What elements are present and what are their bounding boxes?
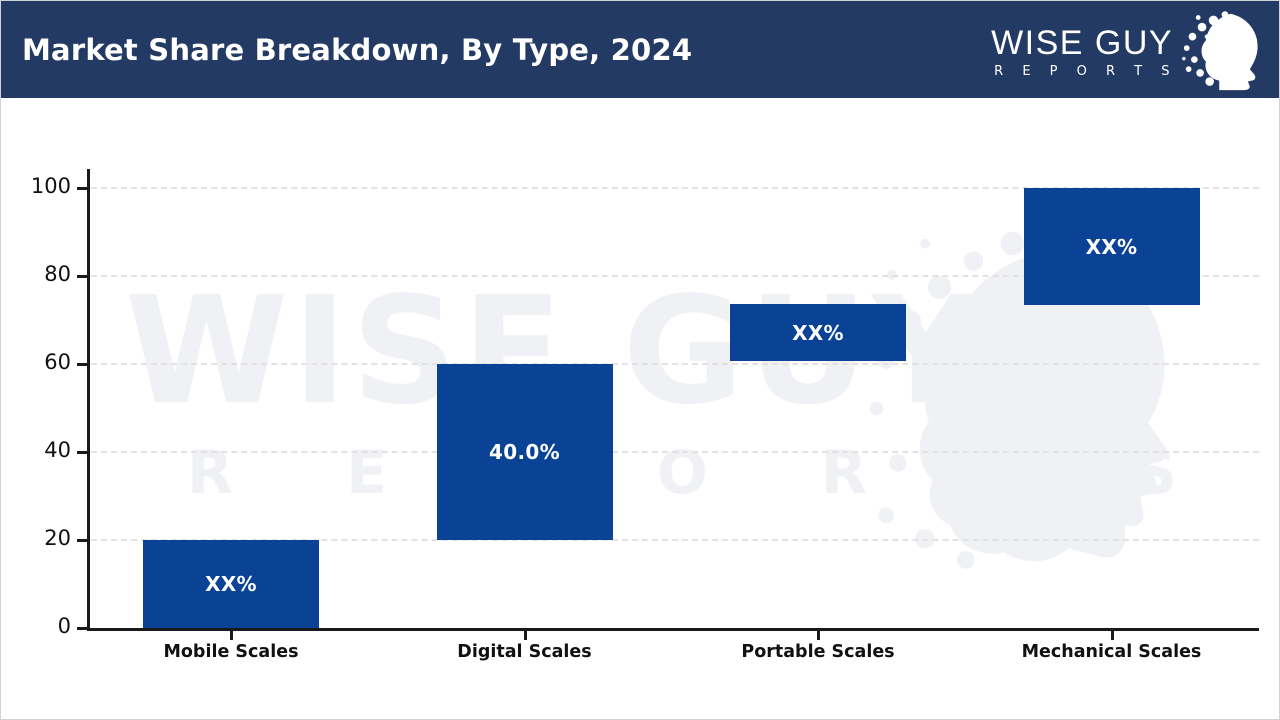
y-axis-tick-0 [77, 627, 88, 630]
category-label: Mechanical Scales [1021, 642, 1202, 662]
gridline-80 [91, 275, 1259, 277]
x-axis-tick-3 [817, 631, 820, 640]
logo-wordmark: WISE GUY [991, 23, 1174, 62]
bar-1: XX% [143, 540, 319, 628]
bar-3: XX% [730, 304, 906, 361]
bar-value-label: XX% [792, 320, 844, 345]
wise-guy-logo: WISE GUY R E P O R T S [987, 9, 1267, 91]
bar-4: XX% [1023, 188, 1200, 306]
y-axis-tick-60 [77, 363, 88, 366]
bar-2: 40.0% [436, 364, 613, 540]
bar-value-label: 40.0% [489, 440, 560, 464]
y-axis-tick-80 [77, 275, 88, 278]
x-axis-tick-2 [523, 631, 527, 640]
y-axis-tick-label: 60 [44, 350, 71, 374]
logo-text: WISE GUY R E P O R T S [987, 26, 1177, 78]
logo-subtitle: R E P O R T S [994, 63, 1177, 79]
y-axis-tick-label: 100 [30, 174, 71, 198]
y-axis-tick-label: 40 [44, 438, 71, 462]
bar-value-label: XX% [205, 572, 257, 596]
bar-value-label: XX% [1085, 234, 1138, 259]
y-axis-tick-label: 0 [57, 614, 71, 638]
page-title: Market Share Breakdown, By Type, 2024 [22, 32, 693, 67]
y-axis-tick-100 [77, 187, 88, 190]
y-axis-tick-label: 80 [44, 262, 71, 286]
y-axis-tick-40 [77, 451, 88, 454]
header: Market Share Breakdown, By Type, 2024 WI… [1, 1, 1279, 98]
y-axis-tick-20 [77, 539, 88, 542]
x-axis-line [87, 628, 1259, 631]
category-label: Portable Scales [741, 642, 895, 662]
x-axis-tick-1 [230, 631, 233, 640]
logo-head-icon [1182, 10, 1258, 90]
gridline-40 [91, 451, 1259, 453]
x-axis-tick-4 [1110, 631, 1114, 640]
y-axis-line [87, 169, 90, 631]
gridline-100 [91, 187, 1259, 189]
y-axis-tick-label: 20 [44, 526, 71, 550]
category-label: Digital Scales [457, 642, 592, 662]
category-label: Mobile Scales [163, 642, 299, 662]
gridline-20 [91, 539, 1259, 541]
gridline-60 [91, 363, 1259, 365]
